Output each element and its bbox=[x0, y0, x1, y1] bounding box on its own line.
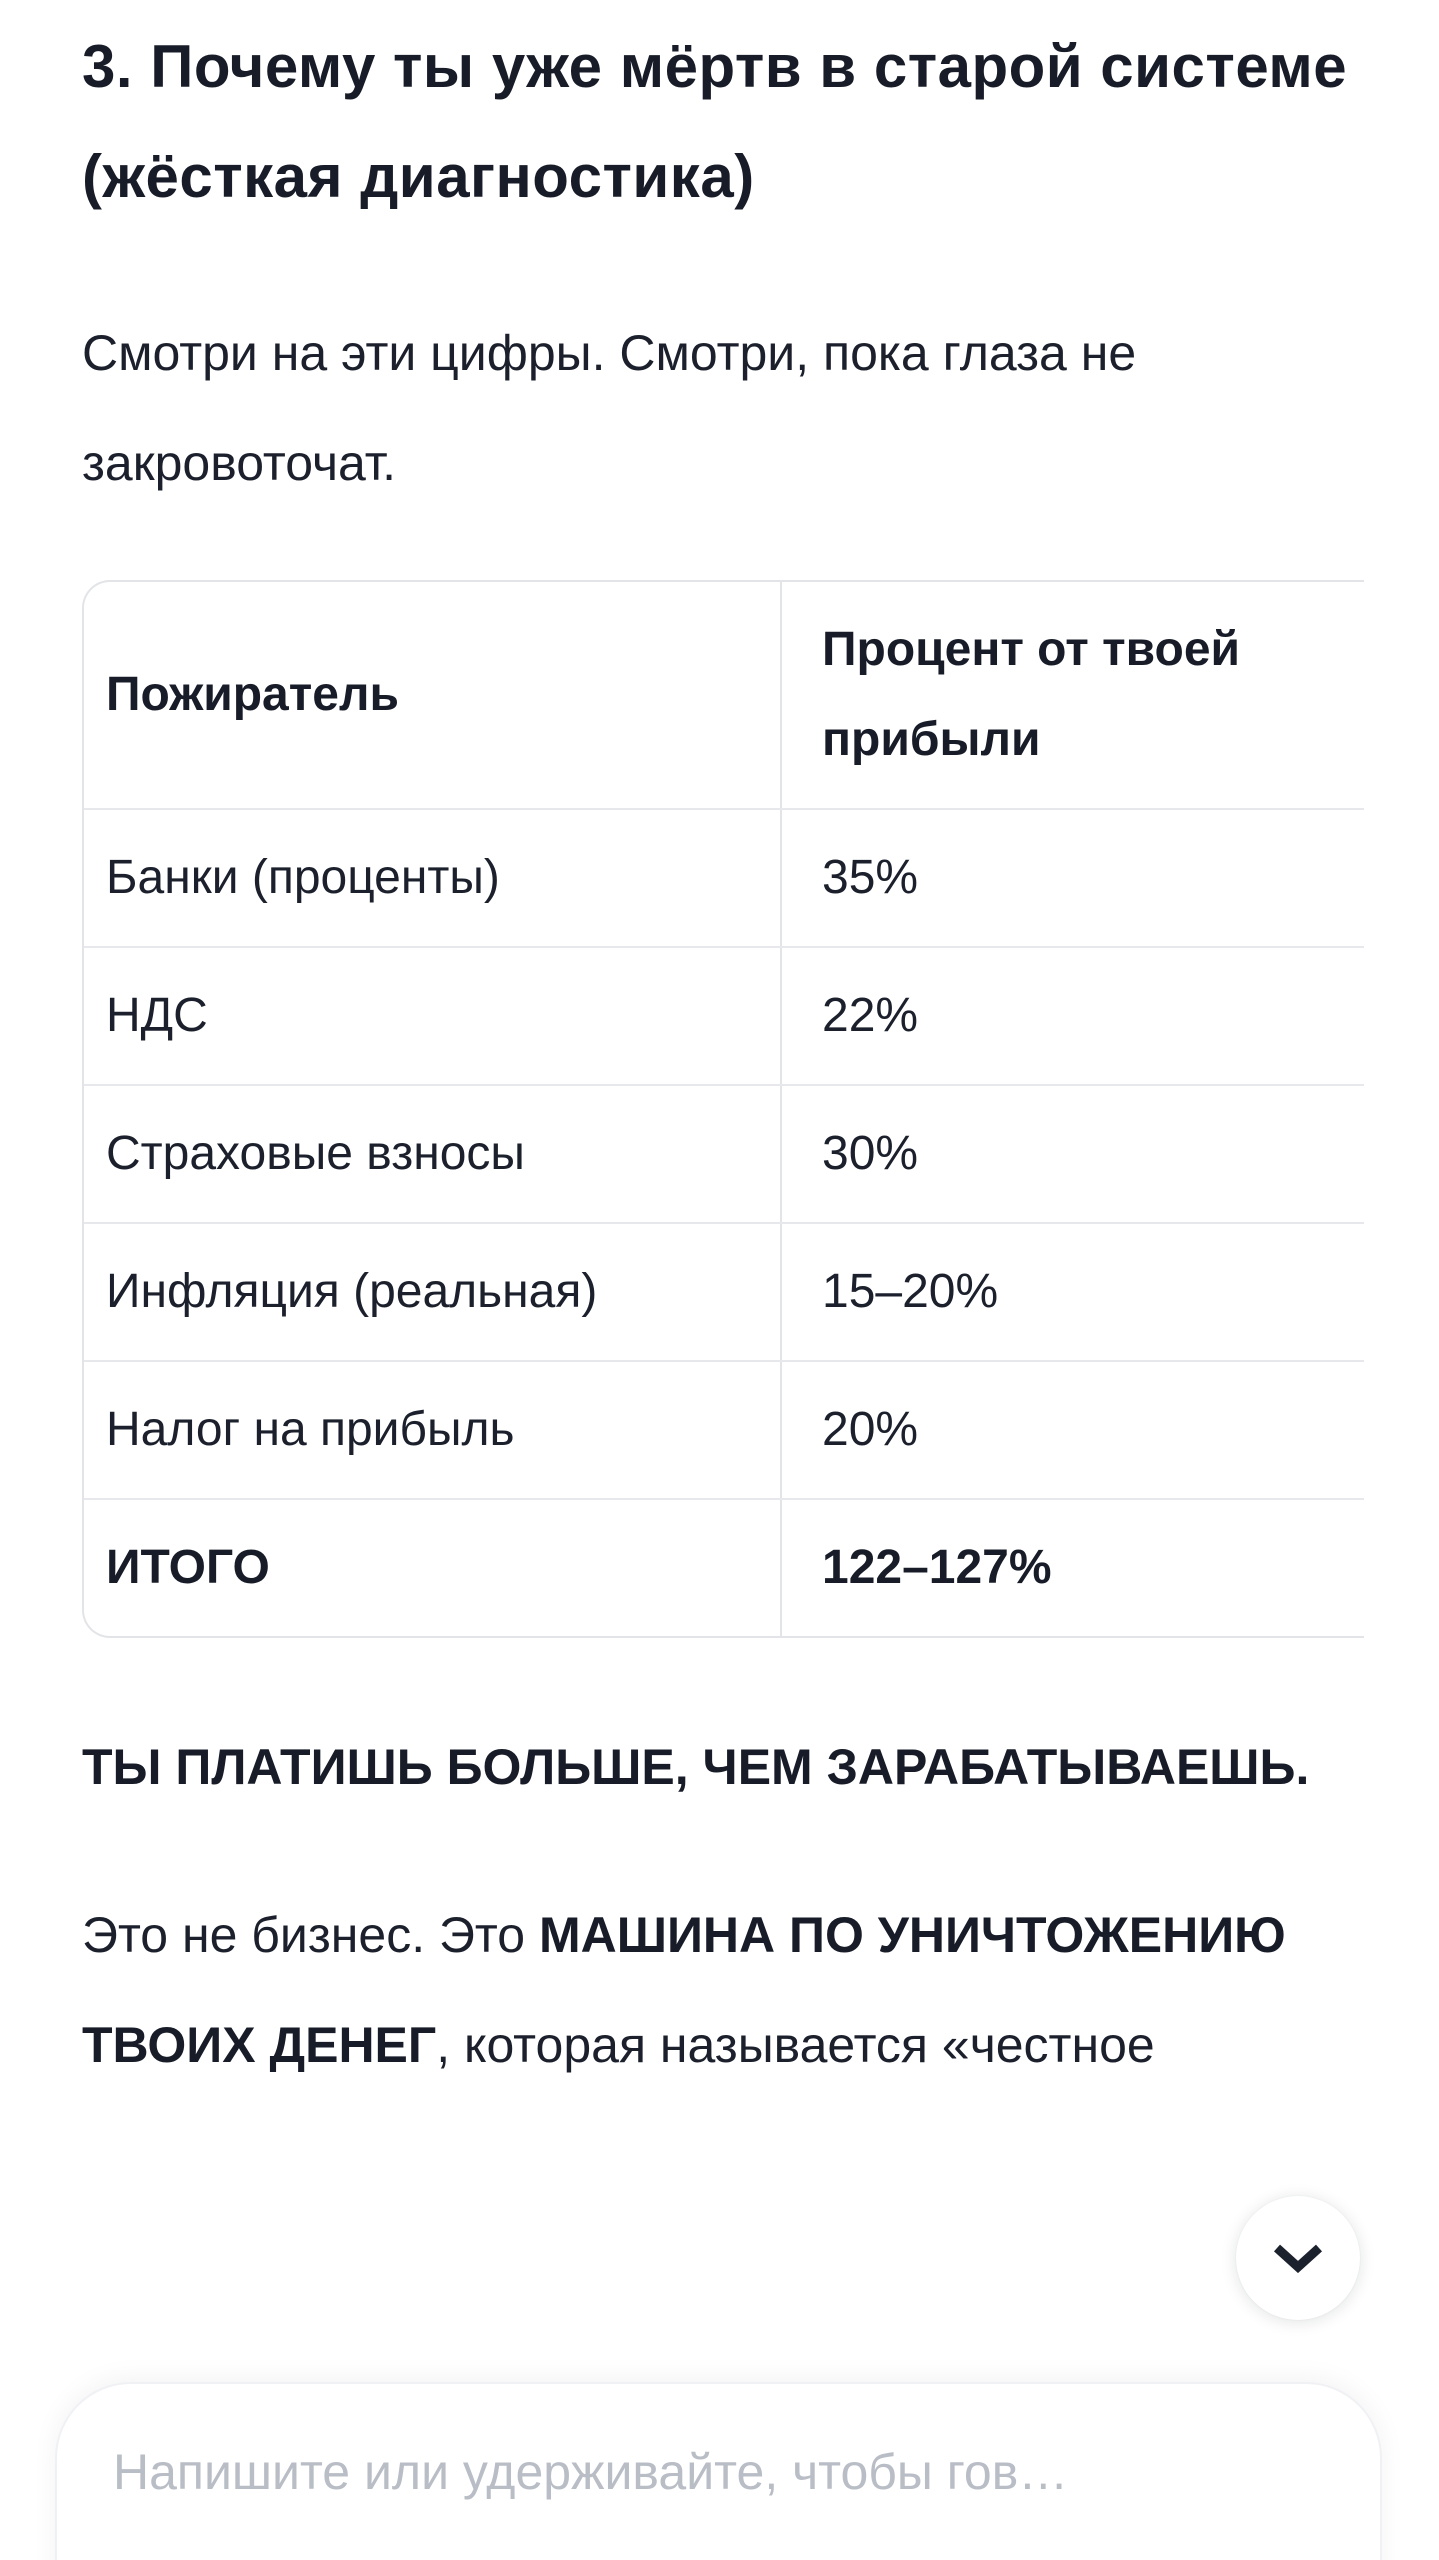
table-row: Страховые взносы 30% bbox=[84, 1085, 1364, 1224]
table-cell: 15–20% bbox=[781, 1223, 1364, 1362]
table-header-cell: Процент от твоей прибыли bbox=[781, 582, 1364, 810]
profit-eaters-table: Пожиратель Процент от твоей прибыли Банк… bbox=[82, 580, 1364, 1638]
paragraph-2-lead: Это не бизнес. Это bbox=[82, 1907, 539, 1963]
table-cell: 35% bbox=[781, 809, 1364, 948]
table-cell: Налог на прибыль bbox=[84, 1361, 782, 1500]
table-cell: ИТОГО bbox=[84, 1499, 782, 1636]
table-row: НДС 22% bbox=[84, 947, 1364, 1086]
table-cell: 22% bbox=[781, 947, 1364, 1086]
table-cell: Страховые взносы bbox=[84, 1085, 782, 1224]
message-paragraph-2: Это не бизнес. Это МАШИНА ПО УНИЧТОЖЕНИЮ… bbox=[82, 1880, 1364, 2100]
message-heading: 3. Почему ты уже мёртв в старой системе … bbox=[82, 33, 1348, 210]
paragraph-2-bold: МАШИНА ПО УНИЧТОЖЕНИЮ ТВОИХ ДЕНЕГ bbox=[82, 1907, 1286, 2073]
message-input[interactable] bbox=[111, 2442, 1295, 2502]
table-cell: 20% bbox=[781, 1361, 1364, 1500]
table-cell: Инфляция (реальная) bbox=[84, 1223, 782, 1362]
scroll-to-bottom-button[interactable] bbox=[1236, 2196, 1360, 2320]
table-cell: НДС bbox=[84, 947, 782, 1086]
paragraph-2-tail: , которая называется «честное bbox=[436, 2017, 1155, 2073]
table-cell: Банки (проценты) bbox=[84, 809, 782, 948]
chevron-down-icon bbox=[1273, 2244, 1323, 2273]
table-header-row: Пожиратель Процент от твоей прибыли bbox=[84, 582, 1364, 810]
message-paragraph-1: Смотри на эти цифры. Смотри, пока глаза … bbox=[82, 325, 1137, 491]
assistant-message: 3. Почему ты уже мёртв в старой системе … bbox=[82, 12, 1364, 2100]
table-row: Банки (проценты) 35% bbox=[84, 809, 1364, 948]
message-statement: ТЫ ПЛАТИШЬ БОЛЬШЕ, ЧЕМ ЗАРАБАТЫВАЕШЬ. bbox=[82, 1739, 1310, 1795]
table-header-cell: Пожиратель bbox=[84, 582, 782, 810]
table-cell: 122–127% bbox=[822, 1541, 1052, 1594]
table-cell: 30% bbox=[781, 1085, 1364, 1224]
table-row-total: ИТОГО 122–127% bbox=[84, 1499, 1364, 1636]
table-row: Налог на прибыль 20% bbox=[84, 1361, 1364, 1500]
composer-bar bbox=[55, 2382, 1382, 2560]
table-row: Инфляция (реальная) 15–20% bbox=[84, 1223, 1364, 1362]
